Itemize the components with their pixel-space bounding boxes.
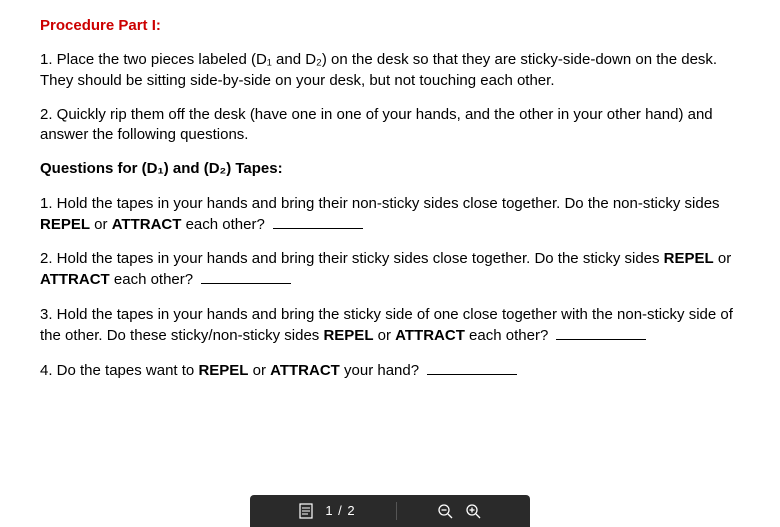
q2-blank[interactable]: [201, 269, 291, 284]
zoom-controls: [437, 503, 481, 519]
q3-text-e: each other?: [465, 327, 553, 344]
procedure-step-2: 2. Quickly rip them off the desk (have o…: [40, 105, 740, 146]
zoom-in-icon[interactable]: [465, 503, 481, 519]
zoom-out-icon[interactable]: [437, 503, 453, 519]
q1-text-c: or: [90, 216, 112, 233]
question-1: 1. Hold the tapes in your hands and brin…: [40, 194, 740, 236]
toolbar-divider: [396, 502, 397, 520]
question-4: 4. Do the tapes want to REPEL or ATTRACT…: [40, 360, 740, 381]
pdf-toolbar: 1 / 2: [250, 495, 530, 527]
q4-text-e: your hand?: [340, 362, 423, 379]
q1-text-a: 1. Hold the tapes in your hands and brin…: [40, 195, 720, 212]
q4-attract: ATTRACT: [270, 362, 340, 379]
q3-attract: ATTRACT: [395, 327, 465, 344]
q3-blank[interactable]: [556, 325, 646, 340]
q2-text-e: each other?: [110, 271, 198, 288]
q1-attract: ATTRACT: [112, 216, 182, 233]
question-2: 2. Hold the tapes in your hands and brin…: [40, 249, 740, 291]
q3-text-c: or: [373, 327, 395, 344]
q1-text-e: each other?: [181, 216, 269, 233]
question-3: 3. Hold the tapes in your hands and brin…: [40, 305, 740, 347]
q2-text-a: 2. Hold the tapes in your hands and brin…: [40, 250, 664, 267]
q4-text-a: 4. Do the tapes want to: [40, 362, 198, 379]
q2-attract: ATTRACT: [40, 271, 110, 288]
page-icon[interactable]: [299, 503, 313, 519]
q4-repel: REPEL: [198, 362, 248, 379]
procedure-heading: Procedure Part I:: [40, 16, 740, 36]
page-nav: 1 / 2: [299, 502, 355, 520]
questions-heading: Questions for (D₁) and (D₂) Tapes:: [40, 159, 740, 179]
q4-text-c: or: [248, 362, 270, 379]
q2-text-c: or: [714, 250, 732, 267]
procedure-step-1: 1. Place the two pieces labeled (D₁ and …: [40, 50, 740, 91]
q2-repel: REPEL: [664, 250, 714, 267]
q4-blank[interactable]: [427, 360, 517, 375]
page-indicator: 1 / 2: [325, 502, 355, 520]
q1-blank[interactable]: [273, 214, 363, 229]
q3-repel: REPEL: [323, 327, 373, 344]
q1-repel: REPEL: [40, 216, 90, 233]
